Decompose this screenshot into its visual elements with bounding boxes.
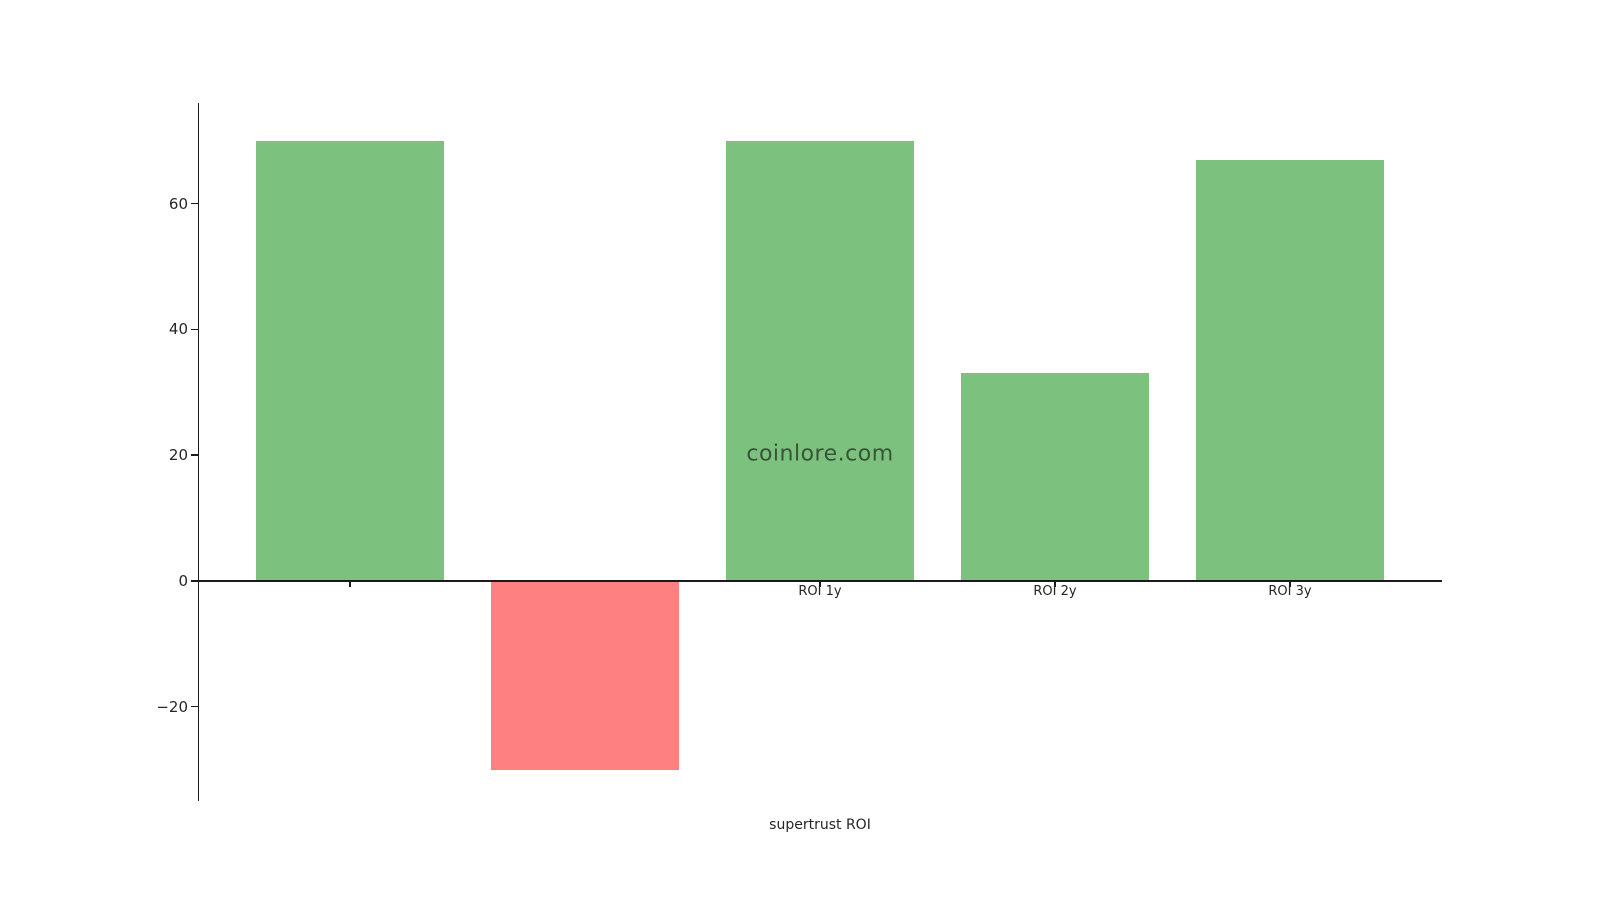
x-tick-mark (349, 580, 351, 587)
bar (256, 140, 444, 581)
x-tick-mark (1054, 580, 1056, 587)
y-tick-label: 60 (168, 194, 188, 213)
bar (961, 373, 1149, 581)
y-tick-label: −20 (156, 697, 188, 716)
bar (726, 140, 914, 581)
x-axis-zero-line (198, 580, 1442, 582)
x-tick-label: ROI 1y (798, 583, 842, 599)
y-tick-mark (191, 454, 198, 456)
x-tick-mark (1289, 580, 1291, 587)
y-axis-spine (198, 103, 200, 801)
y-tick-mark (191, 202, 198, 205)
bar (1196, 159, 1384, 581)
y-tick-label: 20 (168, 446, 188, 465)
x-tick-label: ROI 2y (1033, 583, 1077, 599)
y-tick-mark (191, 328, 198, 331)
chart-title: supertrust ROI (769, 817, 871, 833)
y-tick-label: 0 (178, 571, 188, 590)
watermark-text: coinlore.com (746, 441, 894, 467)
bar (491, 580, 679, 770)
y-tick-label: 40 (168, 320, 188, 339)
x-tick-mark (819, 580, 821, 587)
y-tick-mark (191, 580, 198, 582)
y-tick-mark (191, 705, 198, 708)
x-tick-label: ROI 3y (1268, 583, 1312, 599)
